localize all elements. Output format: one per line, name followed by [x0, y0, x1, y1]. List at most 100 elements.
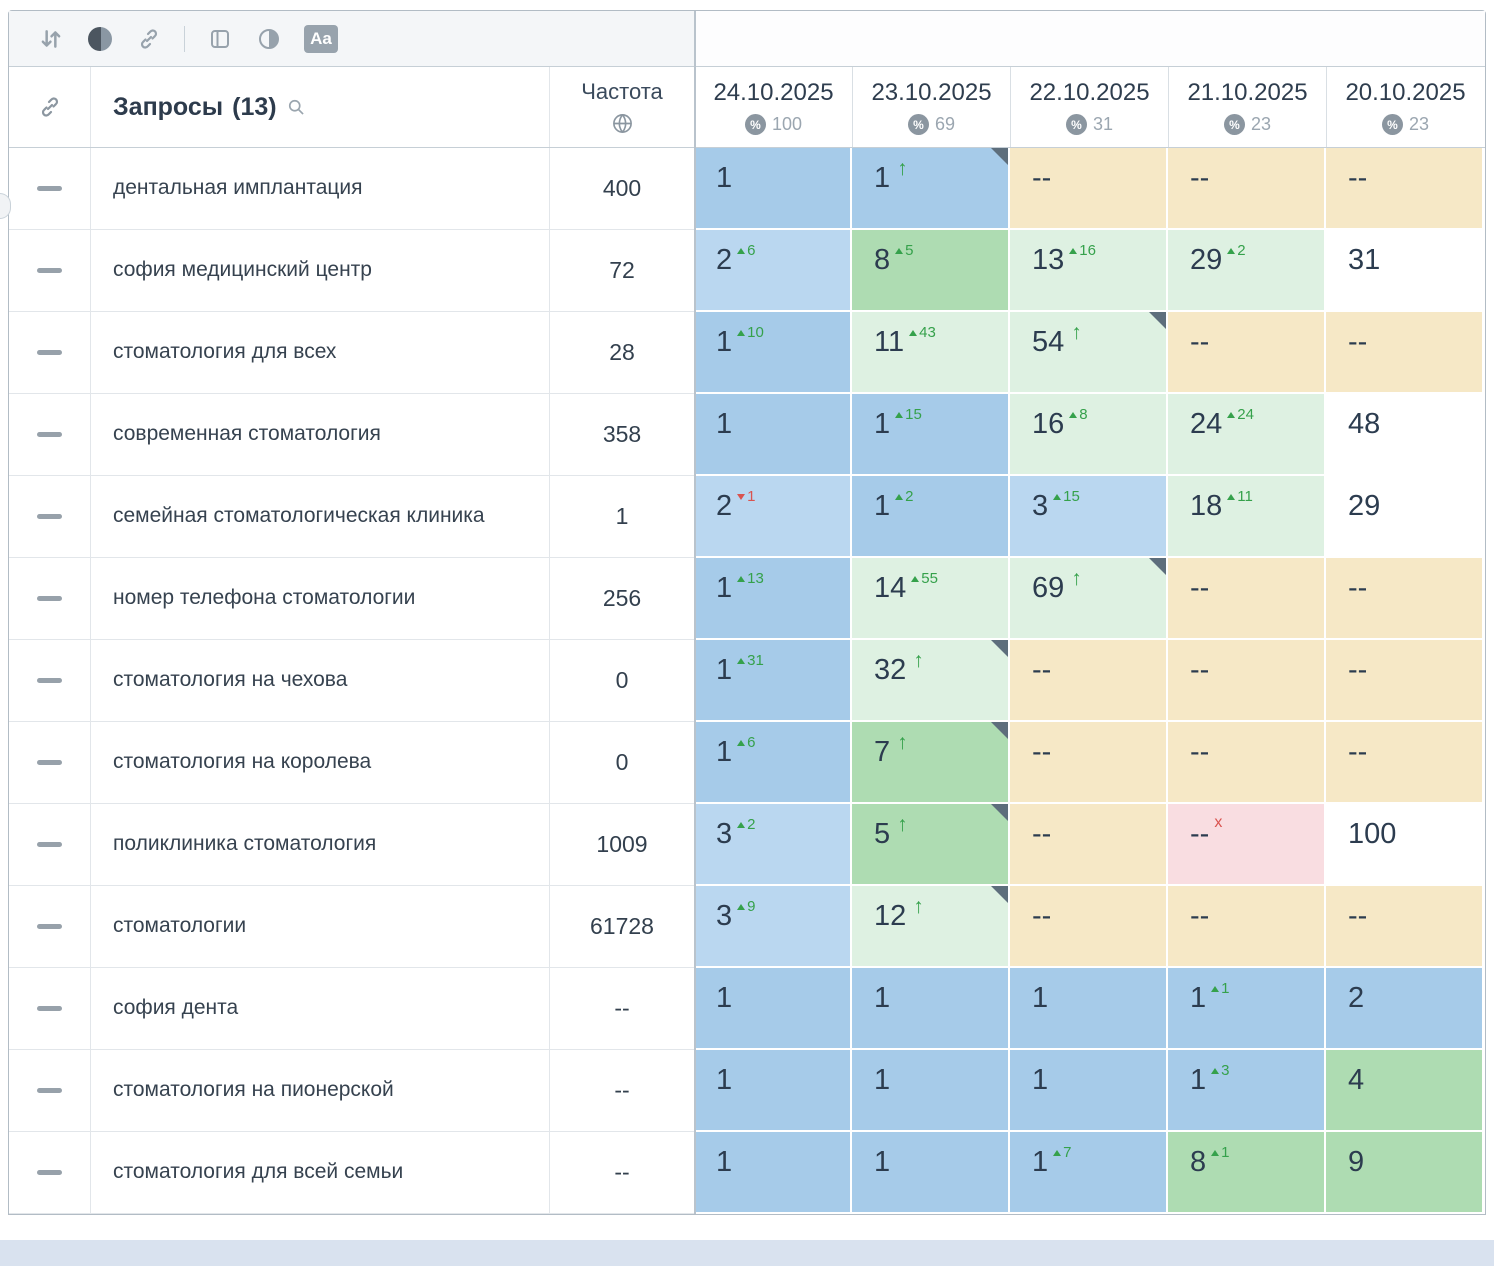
position-cell[interactable]: 3 15 [1010, 476, 1168, 558]
position-cell[interactable]: 18 11 [1168, 476, 1326, 558]
query-cell[interactable]: современная стоматология [91, 394, 550, 476]
position-cell[interactable]: 7 ↑ [852, 722, 1010, 804]
query-cell[interactable]: номер телефона стоматологии [91, 558, 550, 640]
position-cell[interactable]: 16 8 [1010, 394, 1168, 476]
position-cell[interactable]: -- [1010, 886, 1168, 968]
horizontal-scrollbar[interactable] [0, 1240, 1494, 1266]
query-cell[interactable]: стоматологии [91, 886, 550, 968]
row-target-dash[interactable] [9, 476, 91, 558]
position-cell[interactable]: 1 [1010, 968, 1168, 1050]
link-icon[interactable] [135, 25, 163, 53]
position-cell[interactable]: -- [1010, 804, 1168, 886]
position-cell[interactable]: 1 [1010, 1050, 1168, 1132]
query-cell[interactable]: софия медицинский центр [91, 230, 550, 312]
query-cell[interactable]: стоматология на пионерской [91, 1050, 550, 1132]
position-cell[interactable]: 4 [1326, 1050, 1484, 1132]
query-cell[interactable]: стоматология для всей семьи [91, 1132, 550, 1214]
row-target-dash[interactable] [9, 558, 91, 640]
query-cell[interactable]: стоматология на чехова [91, 640, 550, 722]
position-cell[interactable]: 1 [694, 968, 852, 1050]
position-cell[interactable]: 24 24 [1168, 394, 1326, 476]
position-cell[interactable]: -- [1326, 312, 1484, 394]
position-cell[interactable]: -- [1168, 312, 1326, 394]
position-cell[interactable]: 1 10 [694, 312, 852, 394]
position-cell[interactable]: 1 [694, 1132, 852, 1214]
position-cell[interactable]: -- [1326, 722, 1484, 804]
position-cell[interactable]: 1 [852, 1132, 1010, 1214]
position-cell[interactable]: 14 55 [852, 558, 1010, 640]
position-cell[interactable]: 69 ↑ [1010, 558, 1168, 640]
position-cell[interactable]: -- [1168, 640, 1326, 722]
contrast-icon[interactable] [255, 25, 283, 53]
row-target-dash[interactable] [9, 804, 91, 886]
row-target-dash[interactable] [9, 886, 91, 968]
position-cell[interactable]: -- x [1168, 804, 1326, 886]
position-cell[interactable]: 29 2 [1168, 230, 1326, 312]
card-view-icon[interactable] [206, 25, 234, 53]
position-cell[interactable]: 54 ↑ [1010, 312, 1168, 394]
query-cell[interactable]: стоматология на королева [91, 722, 550, 804]
position-cell[interactable]: 1 [852, 1050, 1010, 1132]
position-cell[interactable]: 9 [1326, 1132, 1484, 1214]
position-cell[interactable]: -- [1168, 558, 1326, 640]
header-link-cell[interactable] [9, 67, 91, 147]
position-cell[interactable]: -- [1326, 640, 1484, 722]
position-cell[interactable]: -- [1168, 148, 1326, 230]
position-cell[interactable]: -- [1326, 148, 1484, 230]
row-target-dash[interactable] [9, 230, 91, 312]
query-cell[interactable]: семейная стоматологическая клиника [91, 476, 550, 558]
position-cell[interactable]: 12 ↑ [852, 886, 1010, 968]
position-cell[interactable]: 11 43 [852, 312, 1010, 394]
position-cell[interactable]: -- [1010, 640, 1168, 722]
query-cell[interactable]: стоматология для всех [91, 312, 550, 394]
position-cell[interactable]: 1 [852, 968, 1010, 1050]
position-cell[interactable]: 1 31 [694, 640, 852, 722]
date-column-header[interactable]: 23.10.2025 % 69 [852, 67, 1010, 147]
row-target-dash[interactable] [9, 312, 91, 394]
date-column-header[interactable]: 24.10.2025 % 100 [694, 67, 852, 147]
position-cell[interactable]: 1 [694, 1050, 852, 1132]
query-cell[interactable]: дентальная имплантация [91, 148, 550, 230]
sort-icon[interactable] [37, 25, 65, 53]
position-cell[interactable]: 2 [1326, 968, 1484, 1050]
date-column-header[interactable]: 20.10.2025 % 23 [1326, 67, 1484, 147]
row-target-dash[interactable] [9, 394, 91, 476]
queries-header[interactable]: Запросы (13) [91, 67, 550, 147]
date-column-header[interactable]: 21.10.2025 % 23 [1168, 67, 1326, 147]
position-cell[interactable]: 1 15 [852, 394, 1010, 476]
position-cell[interactable]: 1 [694, 394, 852, 476]
position-cell[interactable]: 100 [1326, 804, 1484, 886]
row-target-dash[interactable] [9, 968, 91, 1050]
position-cell[interactable]: 31 [1326, 230, 1484, 312]
position-cell[interactable]: -- [1010, 722, 1168, 804]
position-cell[interactable]: 48 [1326, 394, 1484, 476]
row-target-dash[interactable] [9, 640, 91, 722]
position-cell[interactable]: 5 ↑ [852, 804, 1010, 886]
date-column-header[interactable]: 22.10.2025 % 31 [1010, 67, 1168, 147]
position-cell[interactable]: -- [1168, 722, 1326, 804]
search-icon[interactable] [286, 97, 306, 117]
position-cell[interactable]: 32 ↑ [852, 640, 1010, 722]
row-target-dash[interactable] [9, 1132, 91, 1214]
row-target-dash[interactable] [9, 148, 91, 230]
position-cell[interactable]: 1 ↑ [852, 148, 1010, 230]
position-cell[interactable]: -- [1010, 148, 1168, 230]
position-cell[interactable]: -- [1326, 886, 1484, 968]
position-cell[interactable]: 1 [694, 148, 852, 230]
toggle-view-icon[interactable] [86, 25, 114, 53]
position-cell[interactable]: 13 16 [1010, 230, 1168, 312]
position-cell[interactable]: -- [1326, 558, 1484, 640]
frequency-header[interactable]: Частота [550, 67, 694, 147]
query-cell[interactable]: софия дента [91, 968, 550, 1050]
row-target-dash[interactable] [9, 1050, 91, 1132]
position-cell[interactable]: -- [1168, 886, 1326, 968]
query-cell[interactable]: поликлиника стоматология [91, 804, 550, 886]
